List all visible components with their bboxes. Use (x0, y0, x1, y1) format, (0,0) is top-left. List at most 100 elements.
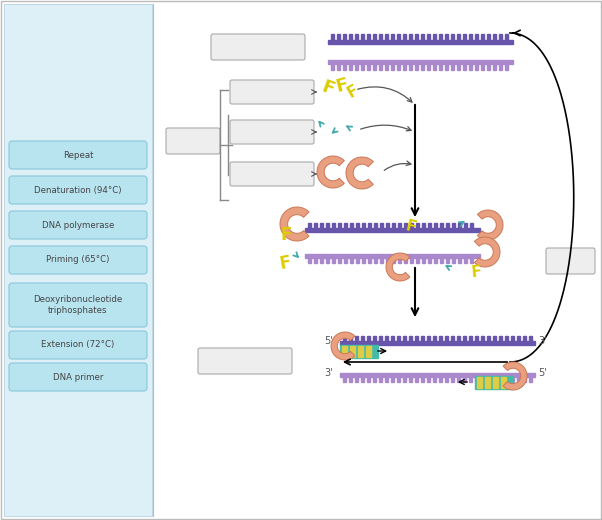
Bar (355, 336, 358, 341)
Bar (470, 258, 473, 263)
Bar (415, 377, 418, 382)
Bar (368, 258, 371, 263)
Bar (511, 336, 514, 341)
Bar (481, 377, 484, 382)
Bar (338, 223, 341, 228)
Bar (421, 377, 424, 382)
Bar (349, 377, 352, 382)
Bar (391, 336, 394, 341)
Bar (451, 377, 454, 382)
FancyBboxPatch shape (230, 80, 314, 104)
Bar (501, 377, 506, 388)
Bar (355, 34, 358, 40)
Bar (392, 223, 395, 228)
Bar (367, 34, 370, 40)
Bar (470, 223, 473, 228)
Bar (332, 223, 335, 228)
Bar (350, 223, 353, 228)
Bar (457, 34, 460, 40)
Polygon shape (317, 156, 344, 188)
Bar (362, 258, 365, 263)
Bar (469, 377, 472, 382)
Bar (385, 336, 388, 341)
Bar (342, 346, 347, 357)
Bar (505, 377, 508, 382)
Bar (397, 34, 400, 40)
Bar (505, 34, 508, 40)
Bar (380, 258, 383, 263)
Bar (493, 64, 496, 70)
Bar (410, 223, 413, 228)
Bar (391, 377, 394, 382)
Bar (457, 336, 460, 341)
Bar (481, 64, 484, 70)
Bar (434, 223, 437, 228)
Bar (368, 223, 371, 228)
Bar (499, 34, 502, 40)
Text: F: F (281, 226, 292, 244)
Bar (477, 377, 482, 388)
Bar (340, 341, 535, 345)
Text: F: F (319, 77, 337, 99)
Bar (305, 254, 480, 258)
Bar (398, 223, 401, 228)
Bar (475, 64, 478, 70)
Bar (379, 64, 382, 70)
Text: Deoxyribonucleotide
triphosphates: Deoxyribonucleotide triphosphates (33, 295, 123, 315)
Bar (367, 377, 370, 382)
Bar (349, 64, 352, 70)
Bar (463, 64, 466, 70)
FancyBboxPatch shape (198, 348, 292, 374)
Bar (439, 34, 442, 40)
Polygon shape (280, 207, 309, 241)
FancyBboxPatch shape (4, 4, 152, 516)
Bar (328, 60, 513, 64)
Bar (409, 336, 412, 341)
Bar (475, 376, 513, 389)
Bar (326, 258, 329, 263)
Text: F: F (278, 253, 292, 273)
Bar (367, 336, 370, 341)
Bar (487, 336, 490, 341)
Bar (434, 258, 437, 263)
Bar (391, 34, 394, 40)
Bar (427, 34, 430, 40)
Bar (308, 258, 311, 263)
Bar (433, 64, 436, 70)
Text: Priming (65°C): Priming (65°C) (46, 255, 110, 265)
Polygon shape (331, 332, 355, 360)
Bar (373, 336, 376, 341)
Bar (433, 34, 436, 40)
Bar (355, 377, 358, 382)
Bar (440, 223, 443, 228)
Bar (463, 336, 466, 341)
Bar (422, 223, 425, 228)
Bar (493, 336, 496, 341)
Bar (475, 34, 478, 40)
Bar (409, 64, 412, 70)
Bar (398, 258, 401, 263)
FancyBboxPatch shape (230, 162, 314, 186)
FancyBboxPatch shape (9, 141, 147, 169)
Bar (523, 377, 526, 382)
Bar (305, 228, 480, 232)
Bar (445, 34, 448, 40)
Bar (493, 377, 498, 388)
Bar (487, 64, 490, 70)
Text: F: F (404, 218, 418, 236)
Bar (386, 258, 389, 263)
Bar (355, 64, 358, 70)
Bar (427, 377, 430, 382)
Bar (511, 377, 514, 382)
Bar (464, 258, 467, 263)
Bar (331, 64, 334, 70)
Bar (340, 345, 378, 358)
Polygon shape (503, 362, 527, 390)
Bar (340, 373, 535, 377)
Bar (331, 34, 334, 40)
FancyBboxPatch shape (211, 34, 305, 60)
Bar (332, 258, 335, 263)
Bar (445, 377, 448, 382)
Bar (421, 336, 424, 341)
FancyBboxPatch shape (9, 176, 147, 204)
